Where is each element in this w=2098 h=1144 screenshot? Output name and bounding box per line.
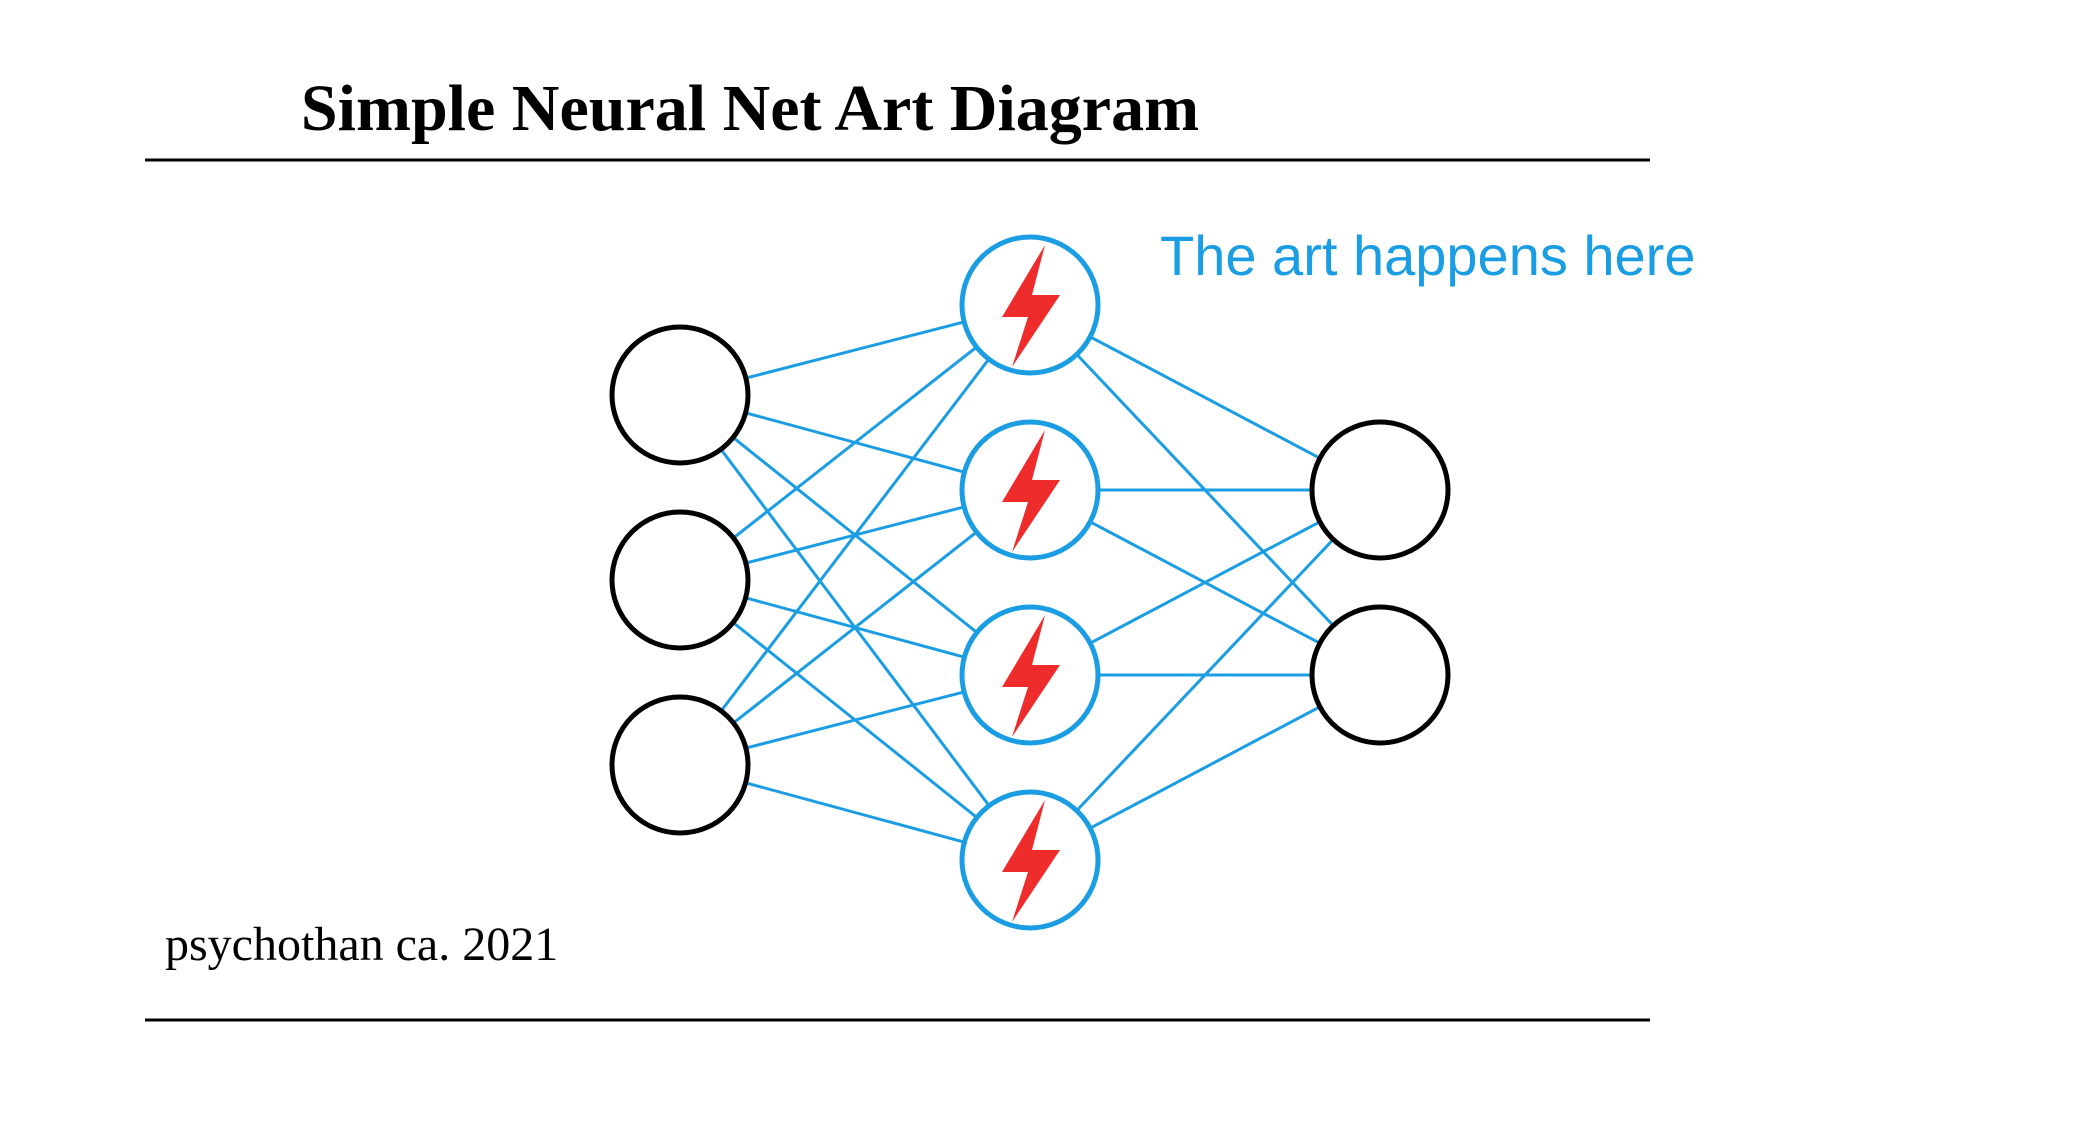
- edge-ho-3-1: [1090, 707, 1320, 828]
- diagram-title: Simple Neural Net Art Diagram: [301, 72, 1199, 145]
- edge-ih-2-1: [733, 532, 976, 723]
- edge-ih-2-3: [746, 783, 965, 842]
- output-node-1: [1312, 607, 1448, 743]
- input-node-0: [612, 327, 748, 463]
- edge-ih-1-0: [733, 347, 976, 538]
- output-node-0: [1312, 422, 1448, 558]
- diagram-root: Simple Neural Net Art Diagram The art ha…: [0, 0, 2098, 1144]
- network-edges: [721, 322, 1333, 842]
- input-node-0-circle: [612, 327, 748, 463]
- diagram-svg: Simple Neural Net Art Diagram The art ha…: [0, 0, 2098, 1144]
- horizontal-rules: [145, 160, 1650, 1020]
- edge-ih-2-2: [746, 692, 964, 748]
- input-node-2-circle: [612, 697, 748, 833]
- input-node-1: [612, 512, 748, 648]
- hidden-node-0: [962, 237, 1098, 373]
- output-node-1-circle: [1312, 607, 1448, 743]
- hidden-node-2: [962, 607, 1098, 743]
- hidden-node-3: [962, 792, 1098, 928]
- annotation-label: The art happens here: [1160, 224, 1695, 287]
- network-nodes: [612, 237, 1448, 928]
- credit-label: psychothan ca. 2021: [165, 918, 558, 971]
- input-node-1-circle: [612, 512, 748, 648]
- output-node-0-circle: [1312, 422, 1448, 558]
- edge-ho-0-0: [1090, 337, 1320, 458]
- edge-ih-0-0: [746, 322, 964, 378]
- edge-ih-2-0: [721, 359, 989, 711]
- input-node-2: [612, 697, 748, 833]
- hidden-node-1: [962, 422, 1098, 558]
